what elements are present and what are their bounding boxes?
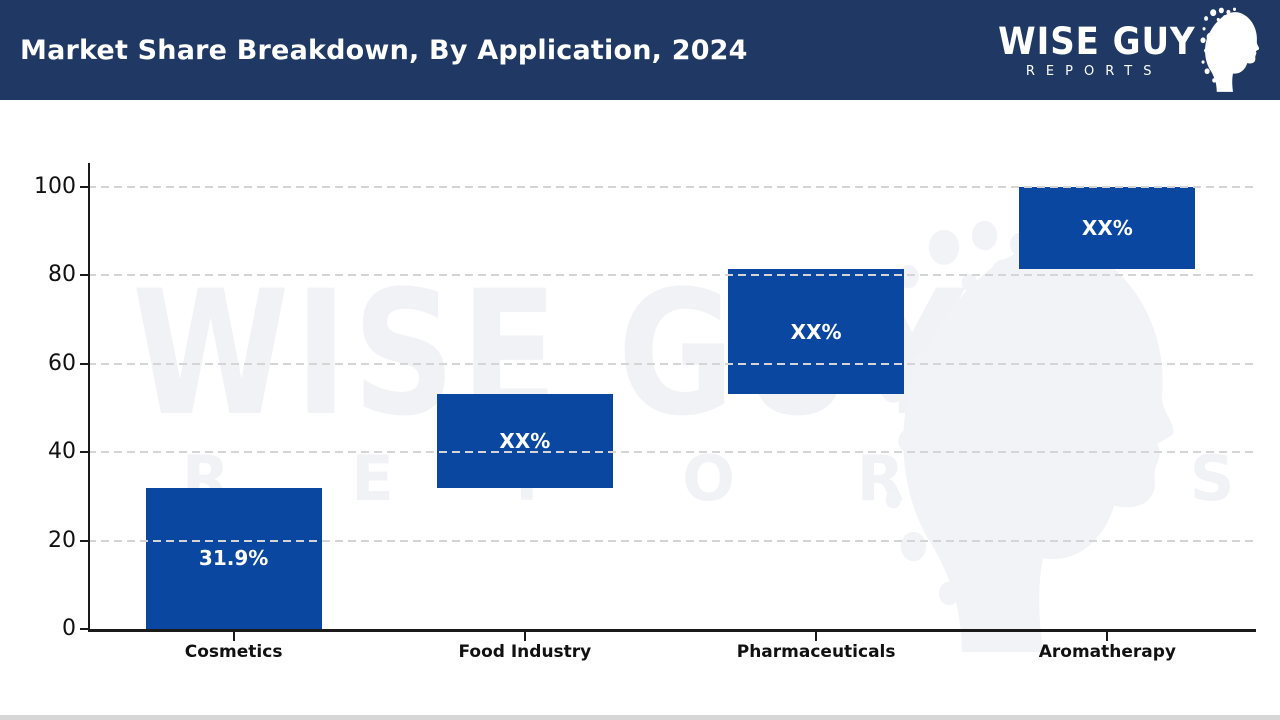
gridline-80 [88, 274, 1253, 277]
y-tick-80 [80, 274, 89, 277]
category-label-cosmetics: Cosmetics [184, 642, 283, 662]
category-label-aromatherapy: Aromatherapy [1038, 642, 1177, 662]
header-bar: Market Share Breakdown, By Application, … [0, 0, 1280, 100]
watermark-head-icon [878, 218, 1208, 658]
x-tick-1 [232, 632, 235, 641]
y-tick-label-100: 100 [34, 174, 76, 199]
gridline-60 [88, 362, 1253, 365]
bar-pharmaceuticals [728, 269, 905, 394]
x-tick-3 [815, 632, 818, 641]
page-title: Market Share Breakdown, By Application, … [20, 34, 748, 66]
y-tick-label-60: 60 [48, 350, 76, 376]
logo-text: WISE GUY REPORTS [981, 23, 1196, 78]
x-tick-4 [1106, 632, 1109, 641]
y-tick-label-80: 80 [48, 262, 76, 288]
y-tick-label-40: 40 [48, 439, 76, 465]
x-tick-2 [523, 632, 526, 641]
bar-cosmetics [145, 488, 322, 629]
logo-wordmark: WISE GUY [998, 19, 1196, 63]
footer-strip [0, 715, 1280, 720]
y-tick-60 [80, 362, 89, 365]
x-axis-line [88, 629, 1256, 632]
category-label-food-industry: Food Industry [458, 642, 592, 662]
dotted-head-icon [1200, 7, 1266, 93]
y-tick-20 [80, 539, 89, 542]
wise-guy-reports-logo: WISE GUY REPORTS [981, 7, 1266, 93]
y-tick-0 [80, 628, 89, 630]
bar-food-industry [436, 393, 613, 488]
bar-aromatherapy [1019, 187, 1196, 270]
y-axis-line [88, 163, 90, 631]
gridline-100 [88, 186, 1253, 188]
y-tick-label-0: 0 [62, 616, 76, 641]
category-label-pharmaceuticals: Pharmaceuticals [736, 642, 896, 662]
y-tick-100 [80, 186, 89, 188]
plot-area: WISE GUY R E P O R T S 0 20 40 60 80 100 31.9%… [0, 100, 1280, 715]
gridline-20 [88, 539, 1253, 542]
y-tick-label-20: 20 [48, 527, 76, 553]
gridline-40 [88, 451, 1253, 454]
y-tick-40 [80, 451, 89, 454]
logo-subtitle: REPORTS [1025, 63, 1163, 79]
